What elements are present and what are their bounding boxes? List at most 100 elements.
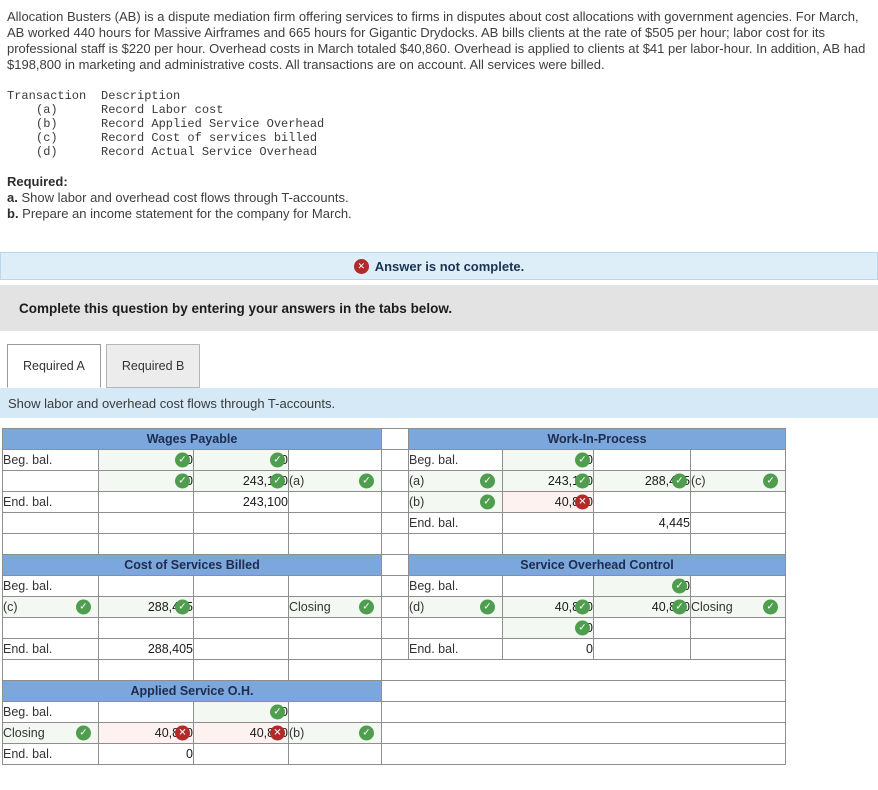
taccount-title: Applied Service O.H. xyxy=(2,680,382,702)
amount-cell[interactable]: 0✓ xyxy=(502,449,594,471)
required-item-a: a. Show labor and overhead cost flows th… xyxy=(7,190,878,206)
required-section: Required: a. Show labor and overhead cos… xyxy=(7,174,878,222)
empty-cell xyxy=(288,449,382,471)
amount-cell[interactable]: 0✓ xyxy=(193,701,289,723)
empty-cell xyxy=(288,575,382,597)
tab-panel-caption: Show labor and overhead cost flows throu… xyxy=(0,388,878,418)
empty-cell xyxy=(193,596,289,618)
entry-label-cell[interactable]: Closing ✓ xyxy=(689,596,787,618)
taccount-title: Wages Payable xyxy=(2,428,382,450)
empty-cell xyxy=(502,512,594,534)
empty-cell xyxy=(689,512,787,534)
transactions-table: Transaction Description (a) Record Labor … xyxy=(7,89,878,159)
amount-cell[interactable]: 40,860 ✕ xyxy=(98,722,194,744)
empty-cell xyxy=(288,533,382,555)
correct-icon: ✓ xyxy=(480,473,495,489)
empty-cell xyxy=(2,512,99,534)
correct-icon: ✓ xyxy=(359,725,374,741)
spacer-cell xyxy=(381,428,409,450)
entry-label-cell[interactable]: Closing ✓ xyxy=(2,722,99,744)
transaction-row: (b) Record Applied Service Overhead xyxy=(36,117,325,131)
empty-cell xyxy=(502,575,594,597)
entry-label-cell: Beg. bal. xyxy=(2,701,99,723)
empty-cell xyxy=(288,701,382,723)
status-message: Answer is not complete. xyxy=(374,258,525,274)
taccount-title: Service Overhead Control xyxy=(407,554,787,576)
entry-label-cell[interactable]: (a) ✓ xyxy=(408,470,503,492)
correct-icon: ✓ xyxy=(672,473,687,489)
amount-cell: 0 xyxy=(502,638,594,660)
entry-label-cell[interactable]: (a) ✓ xyxy=(288,470,382,492)
empty-cell xyxy=(288,491,382,513)
correct-icon: ✓ xyxy=(575,620,590,636)
entry-label-cell[interactable]: (b) ✓ xyxy=(288,722,382,744)
ghost-cell xyxy=(380,701,787,723)
correct-icon: ✓ xyxy=(270,473,285,489)
entry-label-cell[interactable]: (d) ✓ xyxy=(408,596,503,618)
correct-icon: ✓ xyxy=(575,599,590,615)
transactions-col2-header: Description xyxy=(101,89,181,103)
empty-cell xyxy=(193,512,289,534)
empty-cell xyxy=(98,491,194,513)
spacer-cell xyxy=(381,617,409,639)
empty-cell xyxy=(502,533,594,555)
amount-cell[interactable]: 288,405 ✓ xyxy=(98,596,194,618)
empty-cell xyxy=(408,533,503,555)
correct-icon: ✓ xyxy=(270,704,285,720)
correct-icon: ✓ xyxy=(359,473,374,489)
spacer-cell xyxy=(381,554,409,576)
entry-label-cell[interactable]: (c) ✓ xyxy=(2,596,99,618)
required-heading: Required: xyxy=(7,174,68,189)
transactions-header: Transaction Description xyxy=(7,89,878,103)
empty-cell xyxy=(98,512,194,534)
empty-cell xyxy=(593,449,691,471)
amount-cell[interactable]: 40,860 ✕ xyxy=(502,491,594,513)
ghost-cell xyxy=(380,659,787,681)
amount-cell: 0 xyxy=(98,743,194,765)
required-item-a-text: Show labor and overhead cost flows throu… xyxy=(17,190,349,205)
entry-label-cell: End. bal. xyxy=(2,638,99,660)
empty-cell xyxy=(193,638,289,660)
correct-icon: ✓ xyxy=(175,473,190,489)
spacer-cell xyxy=(381,596,409,618)
empty-cell xyxy=(408,617,503,639)
spacer-cell xyxy=(381,638,409,660)
empty-cell xyxy=(2,533,99,555)
correct-icon: ✓ xyxy=(270,452,285,468)
tab-required-b[interactable]: Required B xyxy=(105,344,201,388)
empty-cell xyxy=(689,575,787,597)
entry-label-cell: Beg. bal. xyxy=(2,575,99,597)
entry-label-cell[interactable]: (b) ✓ xyxy=(408,491,503,513)
correct-icon: ✓ xyxy=(480,599,495,615)
amount-cell[interactable]: 0✓ xyxy=(98,470,194,492)
amount-cell[interactable]: 0✓ xyxy=(193,449,289,471)
transaction-rows: (a) Record Labor cost (b) Record Applied Se… xyxy=(7,103,878,159)
tab-required-a[interactable]: Required A xyxy=(7,344,101,388)
empty-cell xyxy=(193,575,289,597)
entry-label-cell[interactable]: (c) ✓ xyxy=(689,470,787,492)
amount-cell[interactable]: 0✓ xyxy=(593,575,691,597)
amount-cell: 4,445 xyxy=(593,512,691,534)
amount-cell[interactable]: 0✓ xyxy=(98,449,194,471)
instruction-box: Complete this question by entering your … xyxy=(0,285,878,331)
amount-cell[interactable]: 40,860 ✓ xyxy=(593,596,691,618)
required-item-a-prefix: a. xyxy=(7,190,18,205)
amount-cell[interactable]: 40,860 ✓ xyxy=(502,596,594,618)
spacer-cell xyxy=(381,470,409,492)
amount-cell[interactable]: 243,100 ✓ xyxy=(193,470,289,492)
empty-cell xyxy=(689,617,787,639)
empty-cell xyxy=(98,659,194,681)
empty-cell xyxy=(593,533,691,555)
entry-label-cell[interactable]: Closing ✓ xyxy=(288,596,382,618)
entry-label-cell: Beg. bal. xyxy=(2,449,99,471)
amount-cell[interactable]: 0✓ xyxy=(502,617,594,639)
amount-cell[interactable]: 243,100 ✓ xyxy=(502,470,594,492)
empty-cell xyxy=(288,512,382,534)
amount-cell[interactable]: 40,860 ✕ xyxy=(193,722,289,744)
amount-cell[interactable]: 288,405 ✓ xyxy=(593,470,691,492)
required-item-b: b. Prepare an income statement for the c… xyxy=(7,206,878,222)
correct-icon: ✓ xyxy=(175,599,190,615)
correct-icon: ✓ xyxy=(76,725,91,741)
correct-icon: ✓ xyxy=(672,578,687,594)
empty-cell xyxy=(689,533,787,555)
